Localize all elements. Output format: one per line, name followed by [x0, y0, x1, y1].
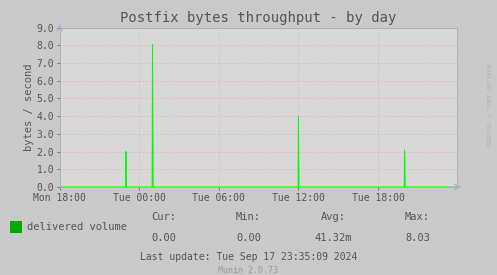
- Text: Cur:: Cur:: [152, 212, 176, 222]
- Title: Postfix bytes throughput - by day: Postfix bytes throughput - by day: [120, 11, 397, 25]
- Text: Max:: Max:: [405, 212, 430, 222]
- Text: Last update: Tue Sep 17 23:35:09 2024: Last update: Tue Sep 17 23:35:09 2024: [140, 252, 357, 262]
- Text: 41.32m: 41.32m: [314, 233, 352, 243]
- Text: Min:: Min:: [236, 212, 261, 222]
- Text: Avg:: Avg:: [321, 212, 345, 222]
- Text: 0.00: 0.00: [152, 233, 176, 243]
- Text: 0.00: 0.00: [236, 233, 261, 243]
- Text: Munin 2.0.73: Munin 2.0.73: [219, 266, 278, 275]
- Y-axis label: bytes / second: bytes / second: [24, 64, 34, 151]
- Text: RRDTOOL / TOBI OETIKER: RRDTOOL / TOBI OETIKER: [487, 63, 492, 146]
- Text: 8.03: 8.03: [405, 233, 430, 243]
- Text: delivered volume: delivered volume: [27, 222, 127, 232]
